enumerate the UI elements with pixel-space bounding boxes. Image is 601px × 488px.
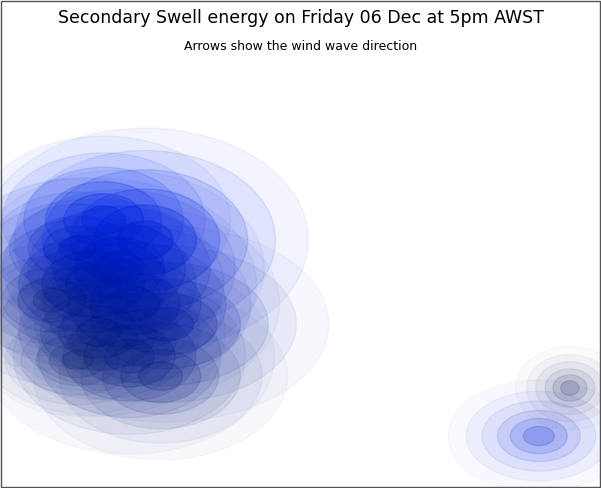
Ellipse shape — [0, 192, 165, 304]
Ellipse shape — [42, 251, 145, 318]
Ellipse shape — [33, 288, 70, 312]
Ellipse shape — [139, 362, 182, 390]
Ellipse shape — [81, 323, 240, 429]
Ellipse shape — [14, 150, 276, 330]
Ellipse shape — [545, 369, 595, 407]
Ellipse shape — [63, 263, 269, 386]
Ellipse shape — [69, 259, 201, 349]
Ellipse shape — [66, 266, 121, 302]
Ellipse shape — [20, 325, 135, 395]
Ellipse shape — [70, 189, 220, 291]
Ellipse shape — [28, 206, 210, 330]
Ellipse shape — [19, 279, 178, 385]
Ellipse shape — [53, 224, 186, 313]
Ellipse shape — [3, 190, 235, 346]
Ellipse shape — [43, 226, 112, 270]
Ellipse shape — [94, 251, 144, 285]
Ellipse shape — [63, 311, 196, 401]
Ellipse shape — [59, 236, 96, 260]
Ellipse shape — [49, 343, 106, 378]
Ellipse shape — [482, 401, 596, 471]
Ellipse shape — [0, 217, 196, 351]
Ellipse shape — [77, 318, 120, 346]
Ellipse shape — [19, 235, 168, 333]
Ellipse shape — [94, 205, 197, 275]
Ellipse shape — [73, 237, 165, 299]
Ellipse shape — [110, 287, 160, 321]
Ellipse shape — [35, 245, 296, 403]
Ellipse shape — [0, 136, 231, 304]
Ellipse shape — [523, 427, 554, 446]
Ellipse shape — [84, 325, 175, 387]
Ellipse shape — [510, 418, 567, 454]
Ellipse shape — [498, 410, 581, 462]
Ellipse shape — [19, 225, 251, 383]
Ellipse shape — [24, 167, 183, 273]
Ellipse shape — [0, 256, 120, 344]
Ellipse shape — [2, 153, 205, 287]
Ellipse shape — [117, 221, 173, 259]
Ellipse shape — [0, 199, 224, 369]
Text: Secondary Swell energy on Friday 06 Dec at 5pm AWST: Secondary Swell energy on Friday 06 Dec … — [58, 9, 543, 27]
Text: Arrows show the wind wave direction: Arrows show the wind wave direction — [184, 40, 417, 53]
Ellipse shape — [58, 305, 138, 358]
Ellipse shape — [43, 170, 248, 310]
Ellipse shape — [17, 278, 86, 322]
Ellipse shape — [13, 278, 246, 434]
Ellipse shape — [28, 216, 127, 280]
Ellipse shape — [103, 338, 219, 414]
Ellipse shape — [121, 349, 201, 403]
Ellipse shape — [62, 350, 93, 369]
Ellipse shape — [82, 205, 126, 234]
Ellipse shape — [115, 293, 217, 355]
Ellipse shape — [36, 334, 119, 386]
Ellipse shape — [2, 268, 102, 332]
Ellipse shape — [553, 375, 587, 401]
Ellipse shape — [91, 279, 240, 369]
Ellipse shape — [38, 294, 221, 418]
Ellipse shape — [89, 273, 180, 335]
Ellipse shape — [64, 194, 144, 246]
Ellipse shape — [43, 243, 226, 366]
Ellipse shape — [46, 182, 162, 259]
Ellipse shape — [561, 381, 579, 395]
Ellipse shape — [138, 307, 194, 341]
Ellipse shape — [40, 294, 156, 370]
Ellipse shape — [105, 339, 154, 373]
Ellipse shape — [0, 265, 200, 399]
Ellipse shape — [535, 362, 601, 414]
Ellipse shape — [10, 204, 146, 292]
